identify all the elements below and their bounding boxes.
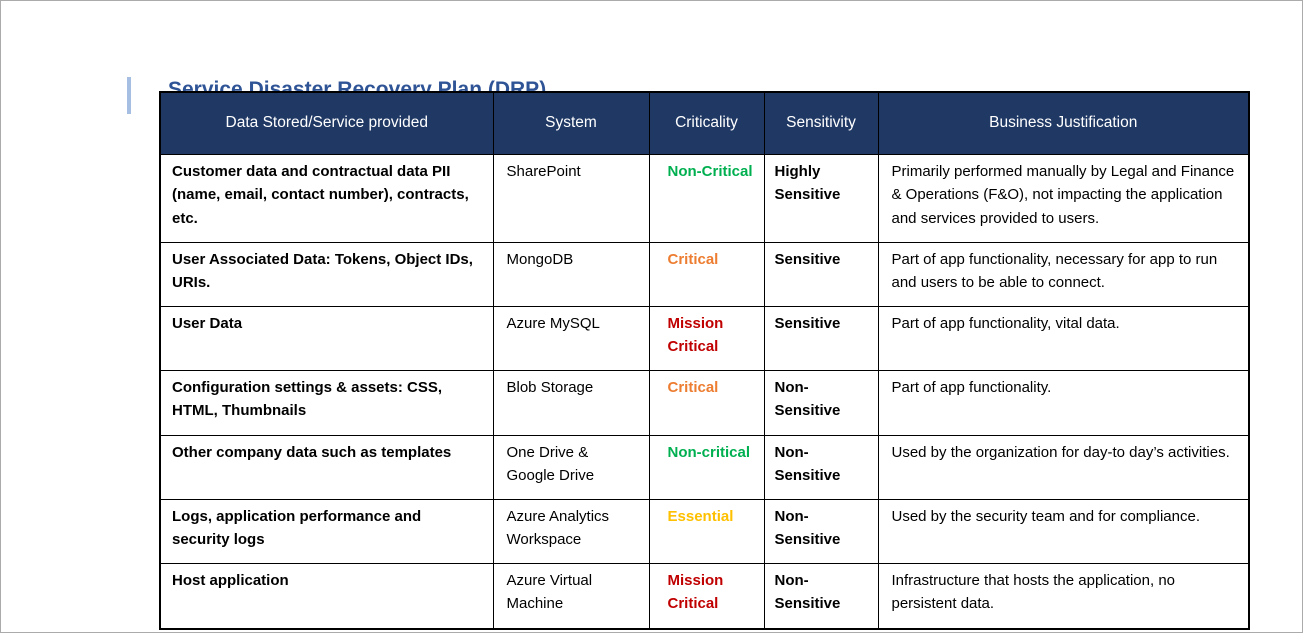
cell-sensitivity: Sensitive: [763, 241, 879, 307]
cell-data-stored: Customer data and contractual data PII (…: [159, 153, 494, 243]
cell-system: MongoDB: [492, 241, 650, 307]
cell-justification: Part of app functionality, necessary for…: [877, 241, 1250, 307]
table-row: User Data Azure MySQL Mission Critical S…: [159, 305, 1250, 371]
table-row: Other company data such as templates One…: [159, 434, 1250, 500]
cell-sensitivity: Sensitive: [763, 305, 879, 371]
cell-criticality: Essential: [648, 498, 765, 564]
table-row: Logs, application performance and securi…: [159, 498, 1250, 564]
cell-data-stored: Configuration settings & assets: CSS, HT…: [159, 369, 494, 436]
cell-justification: Part of app functionality.: [877, 369, 1250, 436]
cell-criticality: Critical: [648, 369, 765, 436]
cell-sensitivity: Non-Sensitive: [763, 434, 879, 500]
cell-sensitivity: Highly Sensitive: [763, 153, 879, 243]
cell-criticality: Non-Critical: [648, 153, 765, 243]
cell-criticality: Critical: [648, 241, 765, 307]
cell-justification: Used by the organization for day-to day’…: [877, 434, 1250, 500]
cell-data-stored: Logs, application performance and securi…: [159, 498, 494, 564]
table-header-row: Data Stored/Service provided System Crit…: [159, 91, 1250, 155]
cell-sensitivity: Non-Sensitive: [763, 562, 879, 630]
table-row: Host application Azure Virtual Machine M…: [159, 562, 1250, 630]
cell-justification: Primarily performed manually by Legal an…: [877, 153, 1250, 243]
table-row: User Associated Data: Tokens, Object IDs…: [159, 241, 1250, 307]
cell-criticality: Mission Critical: [648, 305, 765, 371]
cell-justification: Used by the security team and for compli…: [877, 498, 1250, 564]
column-header-criticality: Criticality: [648, 91, 765, 155]
cell-system: One Drive & Google Drive: [492, 434, 650, 500]
cell-data-stored: Other company data such as templates: [159, 434, 494, 500]
cell-system: Blob Storage: [492, 369, 650, 436]
cell-data-stored: User Data: [159, 305, 494, 371]
cell-data-stored: User Associated Data: Tokens, Object IDs…: [159, 241, 494, 307]
cell-system: SharePoint: [492, 153, 650, 243]
table-row: Configuration settings & assets: CSS, HT…: [159, 369, 1250, 436]
column-header-business-justification: Business Justification: [877, 91, 1250, 155]
cell-system: Azure Virtual Machine: [492, 562, 650, 630]
column-header-system: System: [492, 91, 650, 155]
cell-justification: Part of app functionality, vital data.: [877, 305, 1250, 371]
cell-system: Azure MySQL: [492, 305, 650, 371]
cell-criticality: Non-critical: [648, 434, 765, 500]
cell-sensitivity: Non-Sensitive: [763, 369, 879, 436]
table-row: Customer data and contractual data PII (…: [159, 153, 1250, 243]
cell-criticality: Mission Critical: [648, 562, 765, 630]
column-header-data-stored: Data Stored/Service provided: [159, 91, 494, 155]
cell-justification: Infrastructure that hosts the applicatio…: [877, 562, 1250, 630]
column-header-sensitivity: Sensitivity: [763, 91, 879, 155]
cell-data-stored: Host application: [159, 562, 494, 630]
heading-collapse-indicator: [127, 77, 131, 114]
drp-data-table: Data Stored/Service provided System Crit…: [159, 91, 1250, 630]
cell-system: Azure Analytics Workspace: [492, 498, 650, 564]
table-body: Customer data and contractual data PII (…: [159, 153, 1250, 630]
cell-sensitivity: Non-Sensitive: [763, 498, 879, 564]
